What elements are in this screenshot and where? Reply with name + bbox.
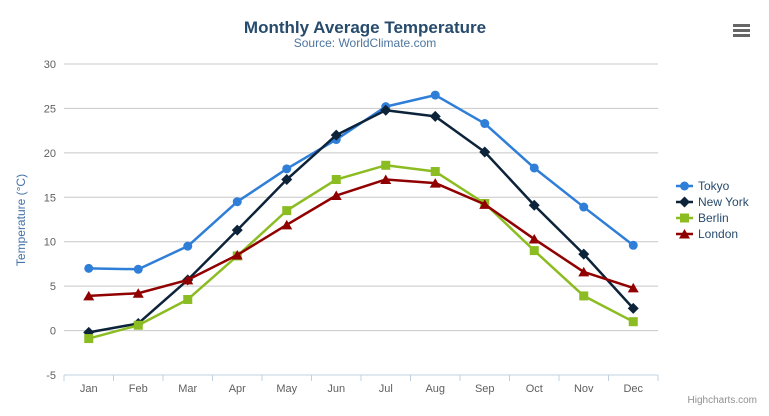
y-tick-label: 10 [44,237,56,249]
point-tokyo-sep[interactable] [480,119,490,129]
point-new-york-apr[interactable] [231,224,243,236]
x-tick-label: Mar [178,383,197,395]
x-tick-label: Jan [80,383,98,395]
point-new-york-nov[interactable] [578,248,590,260]
point-london-mar[interactable] [182,274,194,285]
y-tick-label: 20 [44,148,56,160]
point-new-york-aug[interactable] [429,110,441,122]
point-berlin-oct[interactable] [529,246,539,256]
legend-item-berlin[interactable]: Berlin [676,211,729,225]
point-berlin-jan[interactable] [84,334,94,344]
y-tick-label: 25 [44,103,56,115]
y-tick-label: 0 [50,326,56,338]
point-london-sep[interactable] [479,199,491,209]
x-tick-label: Jul [379,383,393,395]
point-tokyo-dec[interactable] [628,240,638,250]
legend-marker-tokyo [680,181,689,191]
point-london-nov[interactable] [578,266,590,277]
point-tokyo-mar[interactable] [183,241,193,251]
y-tick-label: 30 [44,59,56,71]
series-line-london[interactable] [87,178,635,298]
legend-marker-london [679,229,690,239]
x-tick-label: Sep [475,383,495,395]
x-tick-label: Feb [129,383,148,395]
point-new-york-oct[interactable] [528,199,540,211]
point-london-jun[interactable] [330,190,342,201]
plot-area: -5 0 5 10 15 20 25 30 Jan Feb Mar Apr May Jun Jul Aug Se… [44,59,659,395]
point-new-york-jul[interactable] [380,104,392,116]
point-berlin-aug[interactable] [430,167,440,177]
point-berlin-may[interactable] [282,206,292,216]
point-london-jan[interactable] [83,290,95,301]
point-london-jul[interactable] [380,174,392,185]
x-tick-label: Apr [229,383,246,395]
point-london-dec[interactable] [627,282,639,293]
point-berlin-nov[interactable] [579,291,589,301]
legend-marker-berlin [680,213,689,223]
legend-label: London [698,227,738,241]
legend-label: Tokyo [698,179,730,193]
context-menu-button[interactable] [733,24,750,37]
point-new-york-may[interactable] [281,174,293,186]
x-tick-label: Jun [327,383,345,395]
legend-label: New York [698,195,750,209]
point-london-oct[interactable] [528,234,540,244]
x-tick-label: Oct [526,383,543,395]
point-berlin-jun[interactable] [331,175,341,185]
point-tokyo-aug[interactable] [430,90,440,100]
legend-item-london[interactable]: London [676,227,738,241]
legend-label: Berlin [698,211,729,225]
point-tokyo-nov[interactable] [579,202,589,212]
y-tick-label: 5 [50,281,56,293]
x-tick-label: Aug [425,383,445,395]
point-tokyo-feb[interactable] [133,264,143,274]
point-tokyo-oct[interactable] [529,163,539,173]
point-berlin-feb[interactable] [133,320,143,330]
series-line-new-york[interactable] [87,108,635,334]
chart-subtitle: Source: WorldClimate.com [294,36,437,50]
x-tick-label: May [276,383,297,395]
point-berlin-jul[interactable] [381,160,391,170]
legend-marker-new-york [679,196,690,208]
legend: Tokyo New York Berlin London [676,179,750,241]
y-axis-title: Temperature (°C) [14,174,28,266]
x-tick-label: Nov [574,383,594,395]
point-new-york-sep[interactable] [479,146,491,158]
legend-item-tokyo[interactable]: Tokyo [676,179,730,193]
point-london-feb[interactable] [132,288,144,298]
y-tick-label: -5 [46,370,56,382]
point-london-aug[interactable] [429,178,441,188]
point-berlin-dec[interactable] [628,317,638,327]
point-tokyo-may[interactable] [282,164,292,174]
point-berlin-mar[interactable] [183,294,193,304]
point-new-york-jun[interactable] [330,129,342,141]
y-tick-label: 15 [44,192,56,204]
series-line-berlin[interactable] [87,164,635,340]
hamburger-icon [733,24,750,37]
point-new-york-dec[interactable] [627,302,639,314]
series-line-tokyo[interactable] [87,93,635,271]
credits-link[interactable]: Highcharts.com [688,395,757,406]
chart-title: Monthly Average Temperature [244,18,486,37]
point-tokyo-jan[interactable] [84,263,94,273]
point-tokyo-apr[interactable] [232,197,242,207]
point-london-apr[interactable] [231,250,243,260]
x-tick-label: Dec [623,383,643,395]
legend-item-new-york[interactable]: New York [676,195,750,209]
point-london-may[interactable] [281,219,293,230]
